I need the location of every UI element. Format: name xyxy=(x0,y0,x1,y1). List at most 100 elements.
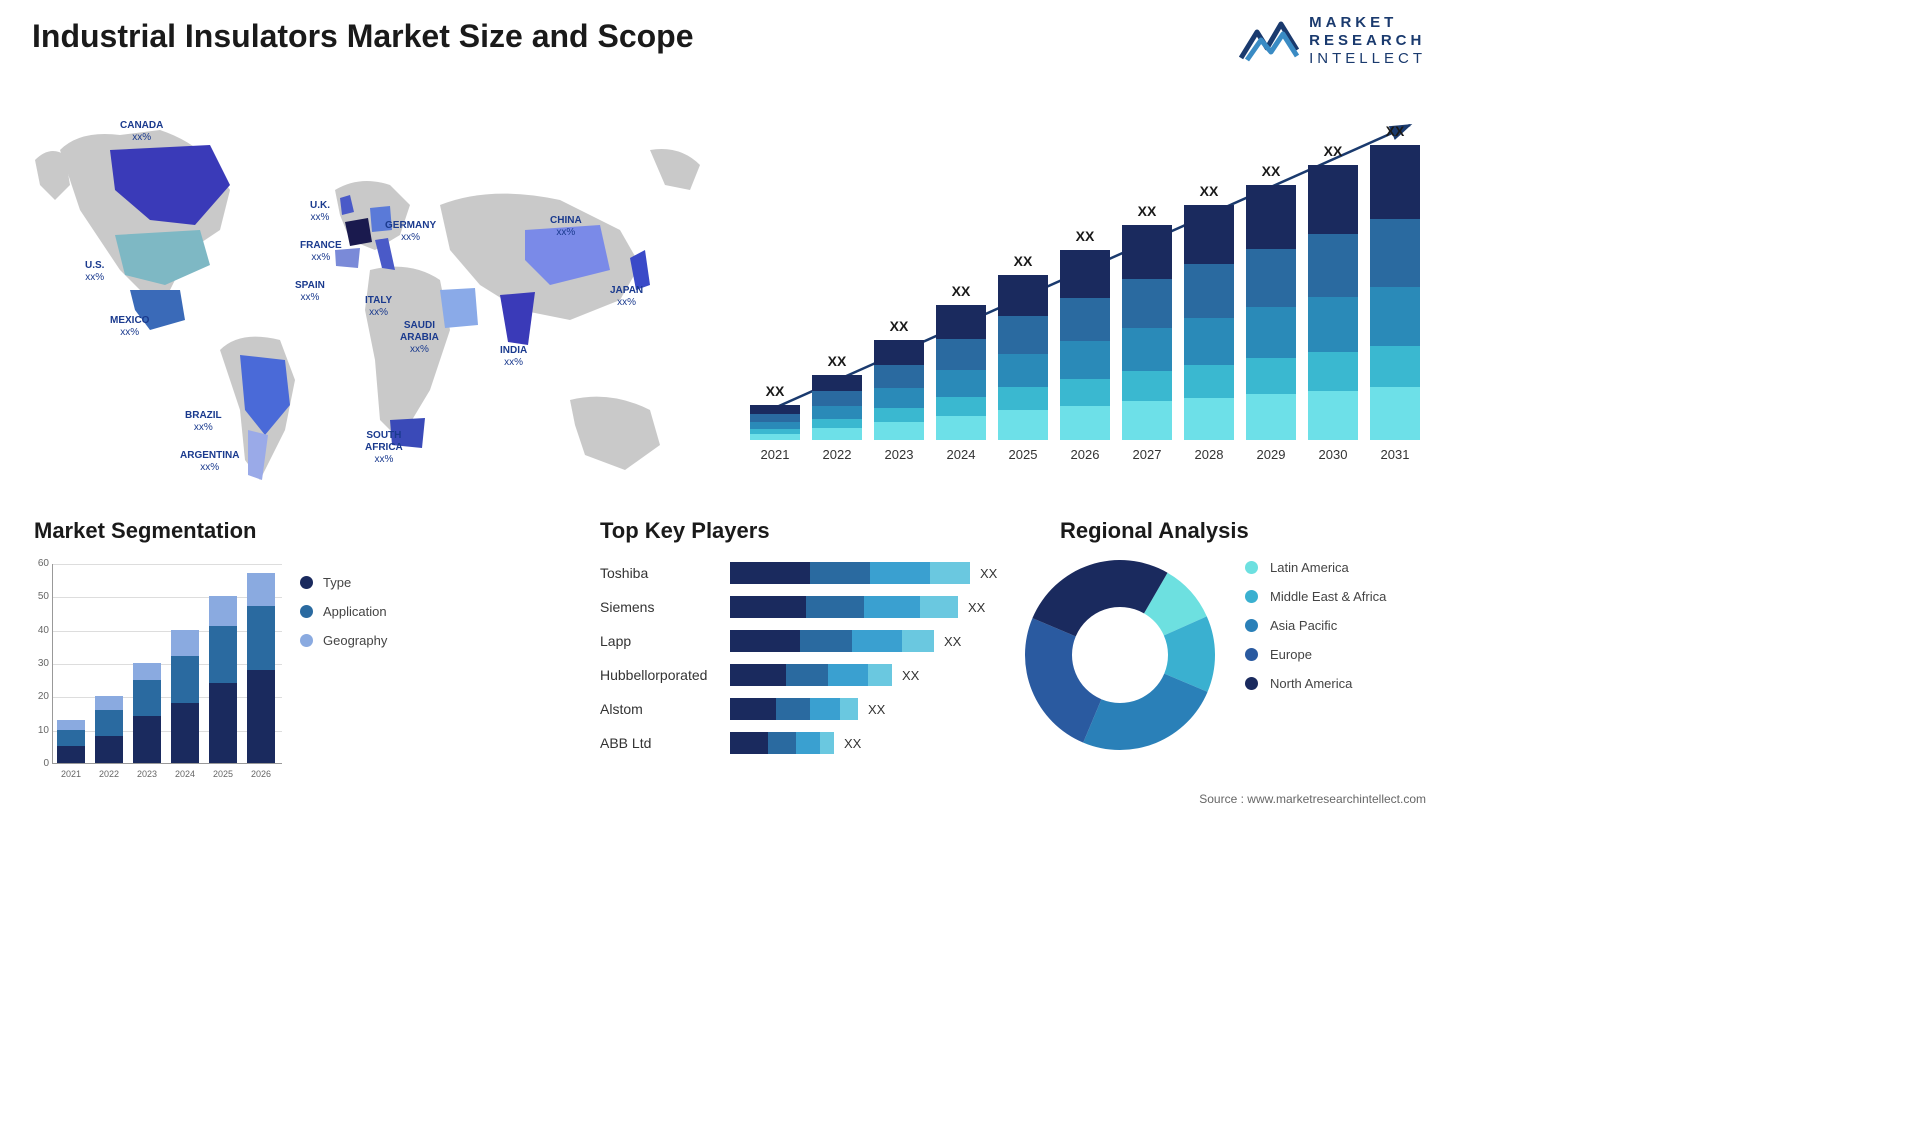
forecast-bar-seg xyxy=(1308,391,1358,441)
kp-bar-seg xyxy=(828,664,868,686)
forecast-bar-seg xyxy=(998,410,1048,440)
forecast-bar-seg xyxy=(1308,234,1358,297)
forecast-value-label: XX xyxy=(750,383,800,399)
seg-bar-2025 xyxy=(209,596,237,763)
source-text: Source : www.marketresearchintellect.com xyxy=(1199,792,1426,806)
forecast-bar-seg xyxy=(1370,287,1420,346)
logo-mountain-icon xyxy=(1239,20,1299,62)
kp-bar-seg xyxy=(930,562,970,584)
forecast-bar-seg xyxy=(1184,365,1234,398)
donut-slice-north-america xyxy=(1032,560,1167,636)
forecast-bar-seg xyxy=(1122,328,1172,371)
seg-ylabel: 40 xyxy=(33,625,49,636)
map-label-brazil: BRAZILxx% xyxy=(185,410,222,434)
kp-bar-seg xyxy=(852,630,902,652)
donut-legend-item: Asia Pacific xyxy=(1245,618,1386,633)
kp-label: ABB Ltd xyxy=(600,735,730,751)
forecast-bar-2029 xyxy=(1246,185,1296,440)
forecast-bar-chart: 2021XX2022XX2023XX2024XX2025XX2026XX2027… xyxy=(750,100,1430,470)
seg-bar-segment xyxy=(171,630,199,657)
donut-slice-europe xyxy=(1025,618,1101,742)
seg-legend-item: Application xyxy=(300,604,387,619)
donut-legend-item: North America xyxy=(1245,676,1386,691)
forecast-bar-seg xyxy=(1308,352,1358,391)
regional-title: Regional Analysis xyxy=(1060,518,1249,544)
regional-legend: Latin AmericaMiddle East & AfricaAsia Pa… xyxy=(1245,560,1386,705)
map-label-spain: SPAINxx% xyxy=(295,280,325,304)
kp-bar-seg xyxy=(840,698,858,720)
kp-bar-seg xyxy=(786,664,828,686)
seg-bar-segment xyxy=(95,710,123,737)
forecast-xlabel: 2028 xyxy=(1184,447,1234,462)
kp-bar-seg xyxy=(810,562,870,584)
forecast-bar-2021 xyxy=(750,405,800,440)
forecast-bar-seg xyxy=(936,370,986,397)
kp-bar-seg xyxy=(730,698,776,720)
forecast-bar-seg xyxy=(750,405,800,414)
kp-value: XX xyxy=(868,702,885,717)
seg-bar-segment xyxy=(133,680,161,717)
seg-bar-segment xyxy=(57,720,85,730)
forecast-bar-seg xyxy=(874,408,924,422)
forecast-bar-seg xyxy=(1060,341,1110,379)
seg-xlabel: 2021 xyxy=(57,769,85,779)
seg-bar-2021 xyxy=(57,720,85,763)
forecast-value-label: XX xyxy=(812,353,862,369)
forecast-value-label: XX xyxy=(998,253,1048,269)
kp-row-siemens: SiemensXX xyxy=(600,594,1000,620)
seg-bar-segment xyxy=(133,663,161,680)
key-players-title: Top Key Players xyxy=(600,518,770,544)
forecast-bar-2030 xyxy=(1308,165,1358,440)
seg-bar-2024 xyxy=(171,630,199,763)
kp-bar xyxy=(730,562,970,584)
forecast-bar-seg xyxy=(750,414,800,422)
kp-row-abb-ltd: ABB LtdXX xyxy=(600,730,1000,756)
segmentation-title: Market Segmentation xyxy=(34,518,257,544)
world-map: CANADAxx%U.S.xx%MEXICOxx%BRAZILxx%ARGENT… xyxy=(30,90,730,490)
forecast-bar-seg xyxy=(750,422,800,429)
kp-bar xyxy=(730,664,892,686)
forecast-xlabel: 2023 xyxy=(874,447,924,462)
map-country-saudi-arabia xyxy=(440,288,478,328)
forecast-bar-seg xyxy=(874,365,924,388)
segmentation-legend: TypeApplicationGeography xyxy=(300,575,387,662)
seg-xlabel: 2023 xyxy=(133,769,161,779)
forecast-bar-seg xyxy=(998,387,1048,410)
kp-label: Lapp xyxy=(600,633,730,649)
kp-bar xyxy=(730,698,858,720)
kp-bar-seg xyxy=(730,664,786,686)
forecast-xlabel: 2026 xyxy=(1060,447,1110,462)
forecast-bar-seg xyxy=(1184,205,1234,264)
page-title: Industrial Insulators Market Size and Sc… xyxy=(32,18,694,55)
forecast-bar-seg xyxy=(812,391,862,406)
seg-xlabel: 2026 xyxy=(247,769,275,779)
kp-row-lapp: LappXX xyxy=(600,628,1000,654)
seg-bar-segment xyxy=(209,596,237,626)
seg-bar-segment xyxy=(95,696,123,709)
kp-bar-seg xyxy=(768,732,796,754)
seg-bar-segment xyxy=(209,626,237,683)
map-label-mexico: MEXICOxx% xyxy=(110,315,149,339)
seg-bar-2023 xyxy=(133,663,161,763)
forecast-value-label: XX xyxy=(1246,163,1296,179)
seg-bar-segment xyxy=(95,736,123,763)
map-country-india xyxy=(500,292,535,345)
forecast-bar-seg xyxy=(998,275,1048,316)
kp-bar xyxy=(730,630,934,652)
forecast-bar-seg xyxy=(1122,371,1172,401)
forecast-xlabel: 2021 xyxy=(750,447,800,462)
forecast-value-label: XX xyxy=(1060,228,1110,244)
forecast-bar-2023 xyxy=(874,340,924,440)
forecast-bar-seg xyxy=(1246,249,1296,308)
forecast-value-label: XX xyxy=(936,283,986,299)
kp-bar-seg xyxy=(870,562,930,584)
forecast-bar-seg xyxy=(998,354,1048,387)
seg-legend-item: Geography xyxy=(300,633,387,648)
segmentation-chart: 0102030405060202120222023202420252026 xyxy=(30,558,290,788)
forecast-bar-seg xyxy=(1246,394,1296,440)
kp-value: XX xyxy=(968,600,985,615)
kp-bar-seg xyxy=(730,596,806,618)
map-label-u-k-: U.K.xx% xyxy=(310,200,330,224)
kp-bar-seg xyxy=(730,562,810,584)
forecast-xlabel: 2030 xyxy=(1308,447,1358,462)
